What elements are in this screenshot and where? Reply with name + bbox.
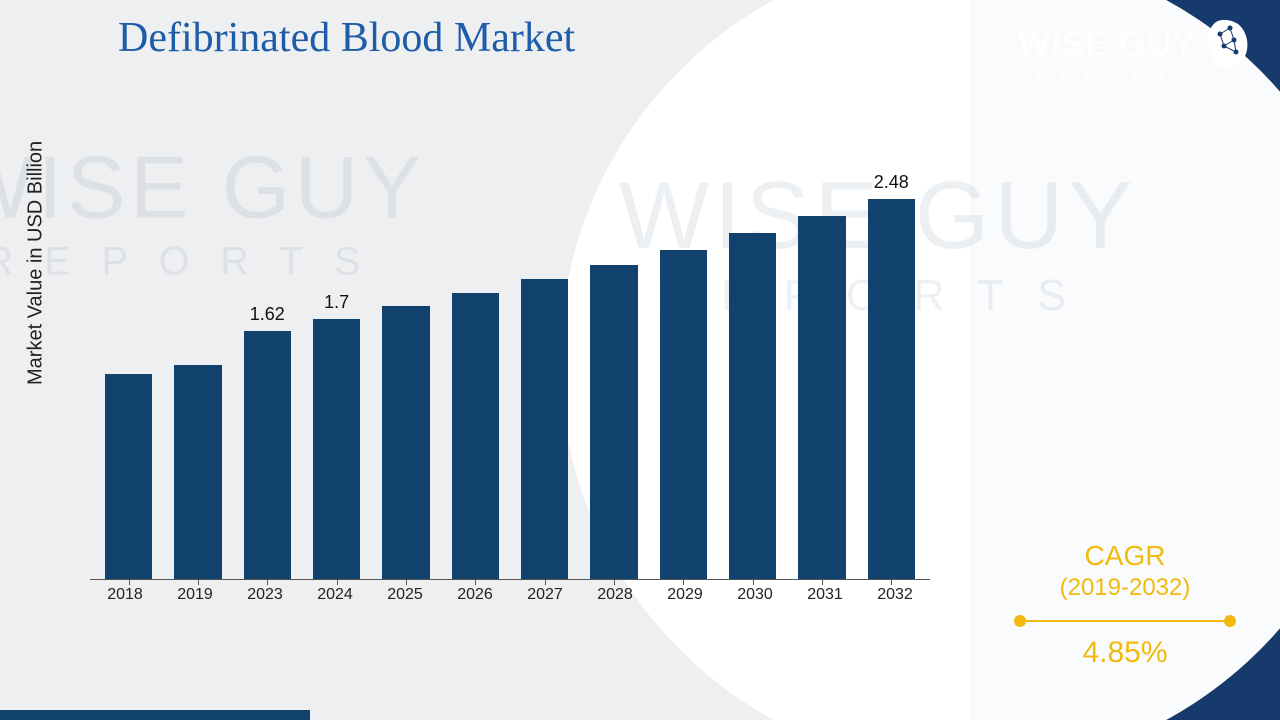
bar-slot: 1.62	[233, 150, 302, 579]
bar-slot: 1.7	[302, 150, 371, 579]
bar-value-label: 1.7	[324, 292, 349, 313]
chart-title: Defibrinated Blood Market	[118, 14, 575, 62]
x-axis-label: 2031	[790, 580, 860, 620]
brand-logo: WISE GUY REPORTS	[1018, 18, 1250, 86]
bar	[798, 216, 845, 579]
bottom-accent-strip	[0, 710, 310, 720]
cagr-value: 4.85%	[1000, 636, 1250, 670]
bar	[382, 306, 429, 579]
x-axis-label: 2025	[370, 580, 440, 620]
bar	[590, 265, 637, 579]
cagr-block: CAGR (2019-2032) 4.85%	[1000, 540, 1250, 670]
page-root: WISE GUY REPORTS WISE GUY REPORTS WISE G…	[0, 0, 1280, 720]
bar-slot: 2.48	[857, 150, 926, 579]
bar	[313, 319, 360, 579]
x-axis-label: 2018	[90, 580, 160, 620]
bar-slot	[718, 150, 787, 579]
y-axis-label: Market Value in USD Billion	[25, 141, 48, 385]
bar-value-label: 1.62	[250, 304, 285, 325]
x-axis-label: 2019	[160, 580, 230, 620]
bar-slot	[649, 150, 718, 579]
bar-slot	[579, 150, 648, 579]
x-axis-label: 2024	[300, 580, 370, 620]
bar	[174, 365, 221, 580]
x-axis-label: 2032	[860, 580, 930, 620]
bar-slot	[94, 150, 163, 579]
cagr-title: CAGR	[1000, 540, 1250, 572]
bar-chart: Market Value in USD Billion 1.621.72.48 …	[30, 150, 930, 620]
cagr-range: (2019-2032)	[1000, 574, 1250, 602]
cagr-divider-line	[1020, 620, 1230, 622]
bar-slot	[371, 150, 440, 579]
bar-slot	[441, 150, 510, 579]
bar	[105, 374, 152, 579]
x-axis-label: 2023	[230, 580, 300, 620]
bar	[521, 279, 568, 579]
bar	[729, 233, 776, 579]
bar	[868, 199, 915, 579]
head-profile-icon	[1204, 18, 1250, 70]
x-axis-label: 2027	[510, 580, 580, 620]
logo-main-text: WISE GUY	[1018, 25, 1196, 64]
x-axis-label: 2026	[440, 580, 510, 620]
bar	[660, 250, 707, 579]
x-axis-label: 2028	[580, 580, 650, 620]
plot-area: 1.62 1.7 2.48	[90, 150, 930, 580]
bar	[452, 293, 499, 580]
bar-slot	[510, 150, 579, 579]
bar-value-label: 2.48	[874, 172, 909, 193]
x-axis-labels: 2018201920232024202520262027202820292030…	[90, 580, 930, 620]
bar-slot	[163, 150, 232, 579]
logo-sub-text: REPORTS	[1018, 66, 1202, 86]
bar-slot	[787, 150, 856, 579]
x-axis-label: 2030	[720, 580, 790, 620]
bars-container: 1.62 1.7 2.48	[90, 150, 930, 579]
x-axis-label: 2029	[650, 580, 720, 620]
bar	[244, 331, 291, 579]
